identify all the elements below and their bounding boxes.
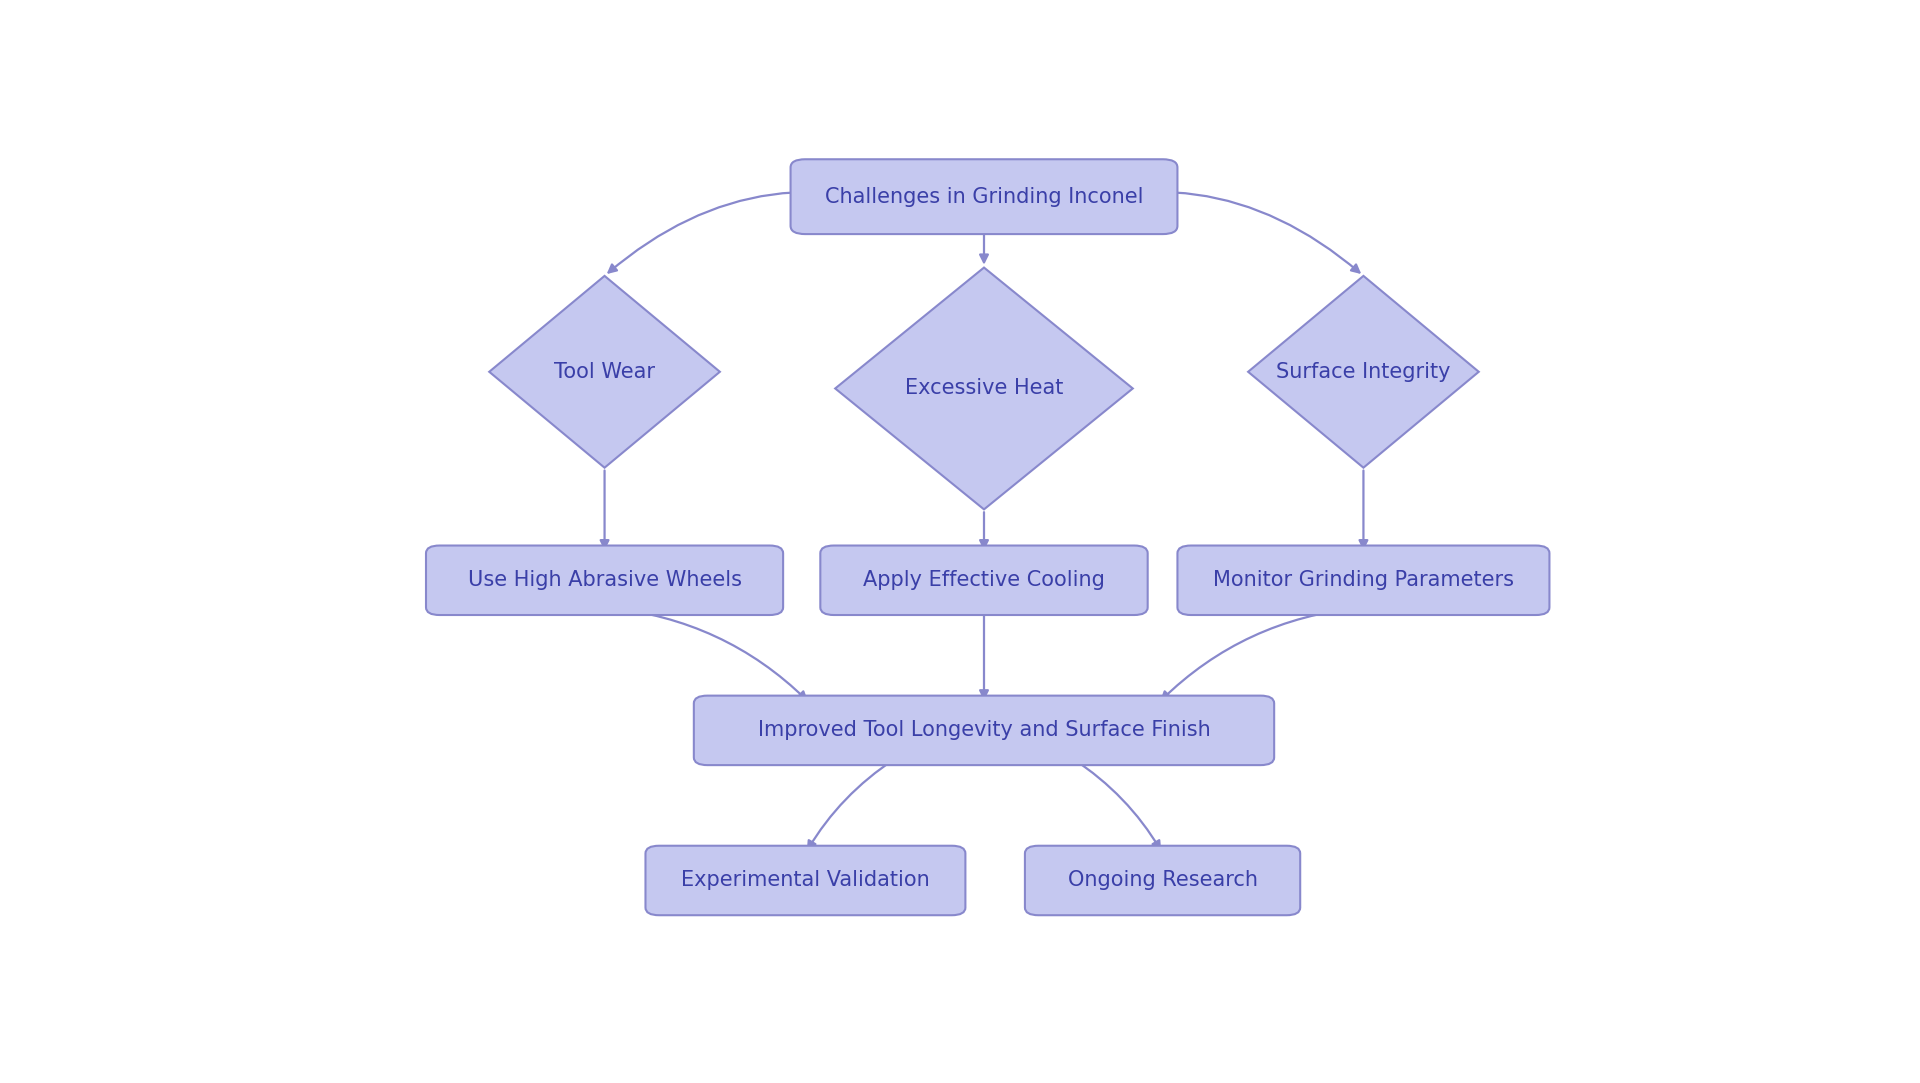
FancyBboxPatch shape [426, 546, 783, 615]
FancyBboxPatch shape [693, 695, 1275, 765]
Text: Ongoing Research: Ongoing Research [1068, 871, 1258, 890]
Text: Apply Effective Cooling: Apply Effective Cooling [864, 571, 1104, 590]
Text: Monitor Grinding Parameters: Monitor Grinding Parameters [1213, 571, 1515, 590]
FancyBboxPatch shape [1177, 546, 1549, 615]
Text: Challenges in Grinding Inconel: Challenges in Grinding Inconel [826, 186, 1142, 207]
Polygon shape [1248, 276, 1478, 468]
Text: Surface Integrity: Surface Integrity [1277, 362, 1452, 382]
Text: Improved Tool Longevity and Surface Finish: Improved Tool Longevity and Surface Fini… [758, 720, 1210, 741]
FancyBboxPatch shape [791, 159, 1177, 234]
Text: Excessive Heat: Excessive Heat [904, 378, 1064, 399]
Polygon shape [490, 276, 720, 468]
FancyBboxPatch shape [820, 546, 1148, 615]
Text: Use High Abrasive Wheels: Use High Abrasive Wheels [468, 571, 741, 590]
FancyBboxPatch shape [1025, 846, 1300, 915]
FancyBboxPatch shape [645, 846, 966, 915]
Text: Tool Wear: Tool Wear [555, 362, 655, 382]
Polygon shape [835, 268, 1133, 509]
Text: Experimental Validation: Experimental Validation [682, 871, 929, 890]
